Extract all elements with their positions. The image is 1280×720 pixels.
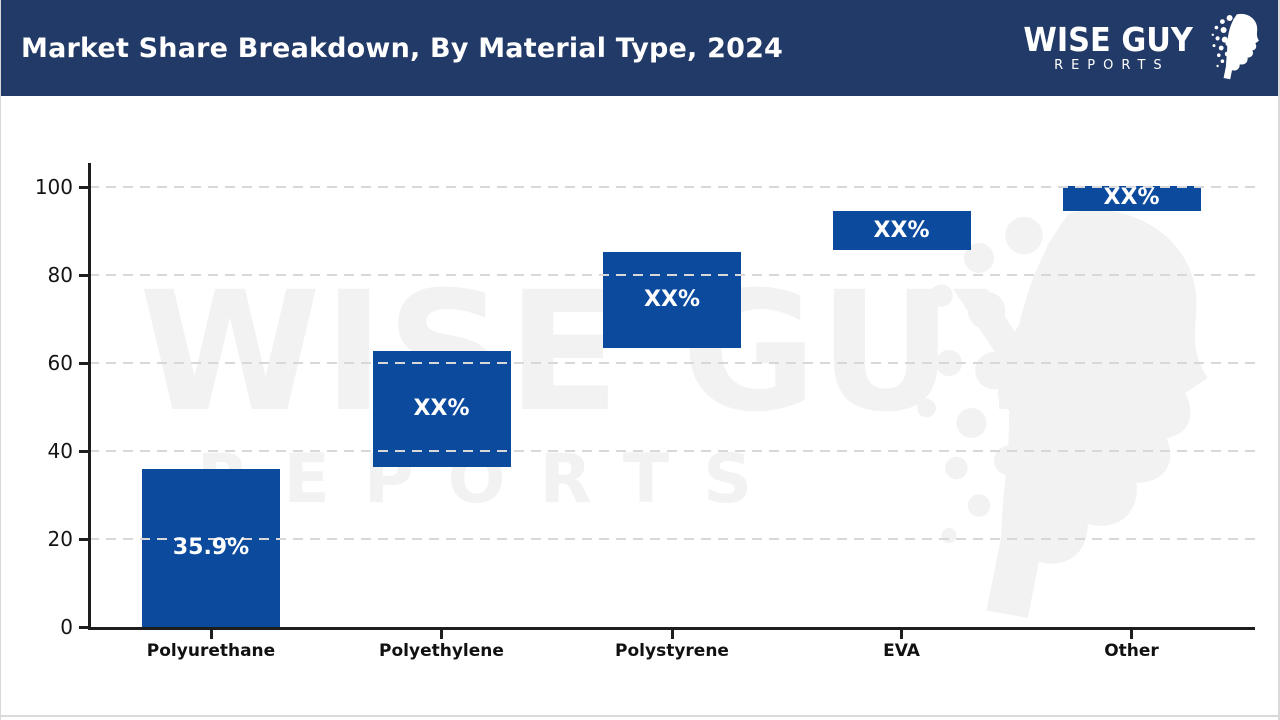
x-axis-label-polyurethane: Polyurethane	[146, 641, 276, 661]
x-tick-eva	[900, 630, 903, 639]
y-tick-label-100: 100	[34, 175, 73, 199]
y-tick-100	[79, 186, 89, 189]
bottom-border-rule	[1, 715, 1278, 717]
y-axis-line	[88, 163, 91, 629]
bar-other	[1062, 186, 1201, 211]
y-tick-40	[79, 450, 89, 453]
watermark-head-icon	[839, 198, 1239, 648]
gridline-y-40	[89, 450, 1255, 452]
y-tick-label-20: 20	[47, 527, 73, 551]
logo-head-icon	[1202, 6, 1262, 90]
bar-value-label-polyurethane: 35.9%	[172, 535, 250, 561]
y-tick-20	[79, 538, 89, 541]
y-tick-60	[79, 362, 89, 365]
x-axis-label-other: Other	[1104, 641, 1159, 661]
y-tick-0	[79, 626, 89, 629]
bar-value-label-eva: XX%	[873, 217, 930, 243]
y-tick-80	[79, 274, 89, 277]
x-tick-polyurethane	[209, 630, 213, 639]
gridline-y-80	[89, 274, 1255, 276]
x-axis-label-polystyrene: Polystyrene	[615, 641, 729, 661]
bar-value-label-polystyrene: XX%	[644, 287, 700, 313]
gridline-y-100	[89, 186, 1255, 188]
brand-logo: WISE GUY REPORTS	[1016, 6, 1262, 90]
bar-value-label-polyethylene: XX%	[413, 395, 470, 421]
x-axis-line	[88, 627, 1255, 630]
y-tick-label-40: 40	[47, 439, 73, 463]
brand-subtitle: REPORTS	[1054, 58, 1170, 73]
y-tick-label-80: 80	[47, 263, 73, 287]
x-tick-other	[1130, 630, 1133, 639]
bar-polystyrene	[603, 252, 741, 349]
x-axis-label-eva: EVA	[883, 641, 920, 661]
gridline-y-60	[89, 362, 1255, 364]
y-tick-label-0: 0	[60, 615, 73, 639]
gridline-y-20	[89, 538, 1255, 540]
y-tick-label-60: 60	[47, 351, 73, 375]
x-tick-polyethylene	[440, 630, 443, 639]
bar-eva	[832, 211, 971, 250]
x-axis-label-polyethylene: Polyethylene	[379, 641, 504, 661]
bar-value-label-other: XX%	[1103, 185, 1160, 211]
header: Market Share Breakdown, By Material Type…	[1, 0, 1278, 96]
bar-polyethylene	[372, 350, 511, 468]
x-tick-polystyrene	[670, 630, 674, 639]
chart-title: Market Share Breakdown, By Material Type…	[21, 32, 784, 64]
bar-polyurethane	[142, 469, 280, 627]
brand-logo-text: WISE GUY REPORTS	[1016, 23, 1200, 73]
brand-name: WISE GUY	[1023, 20, 1193, 59]
